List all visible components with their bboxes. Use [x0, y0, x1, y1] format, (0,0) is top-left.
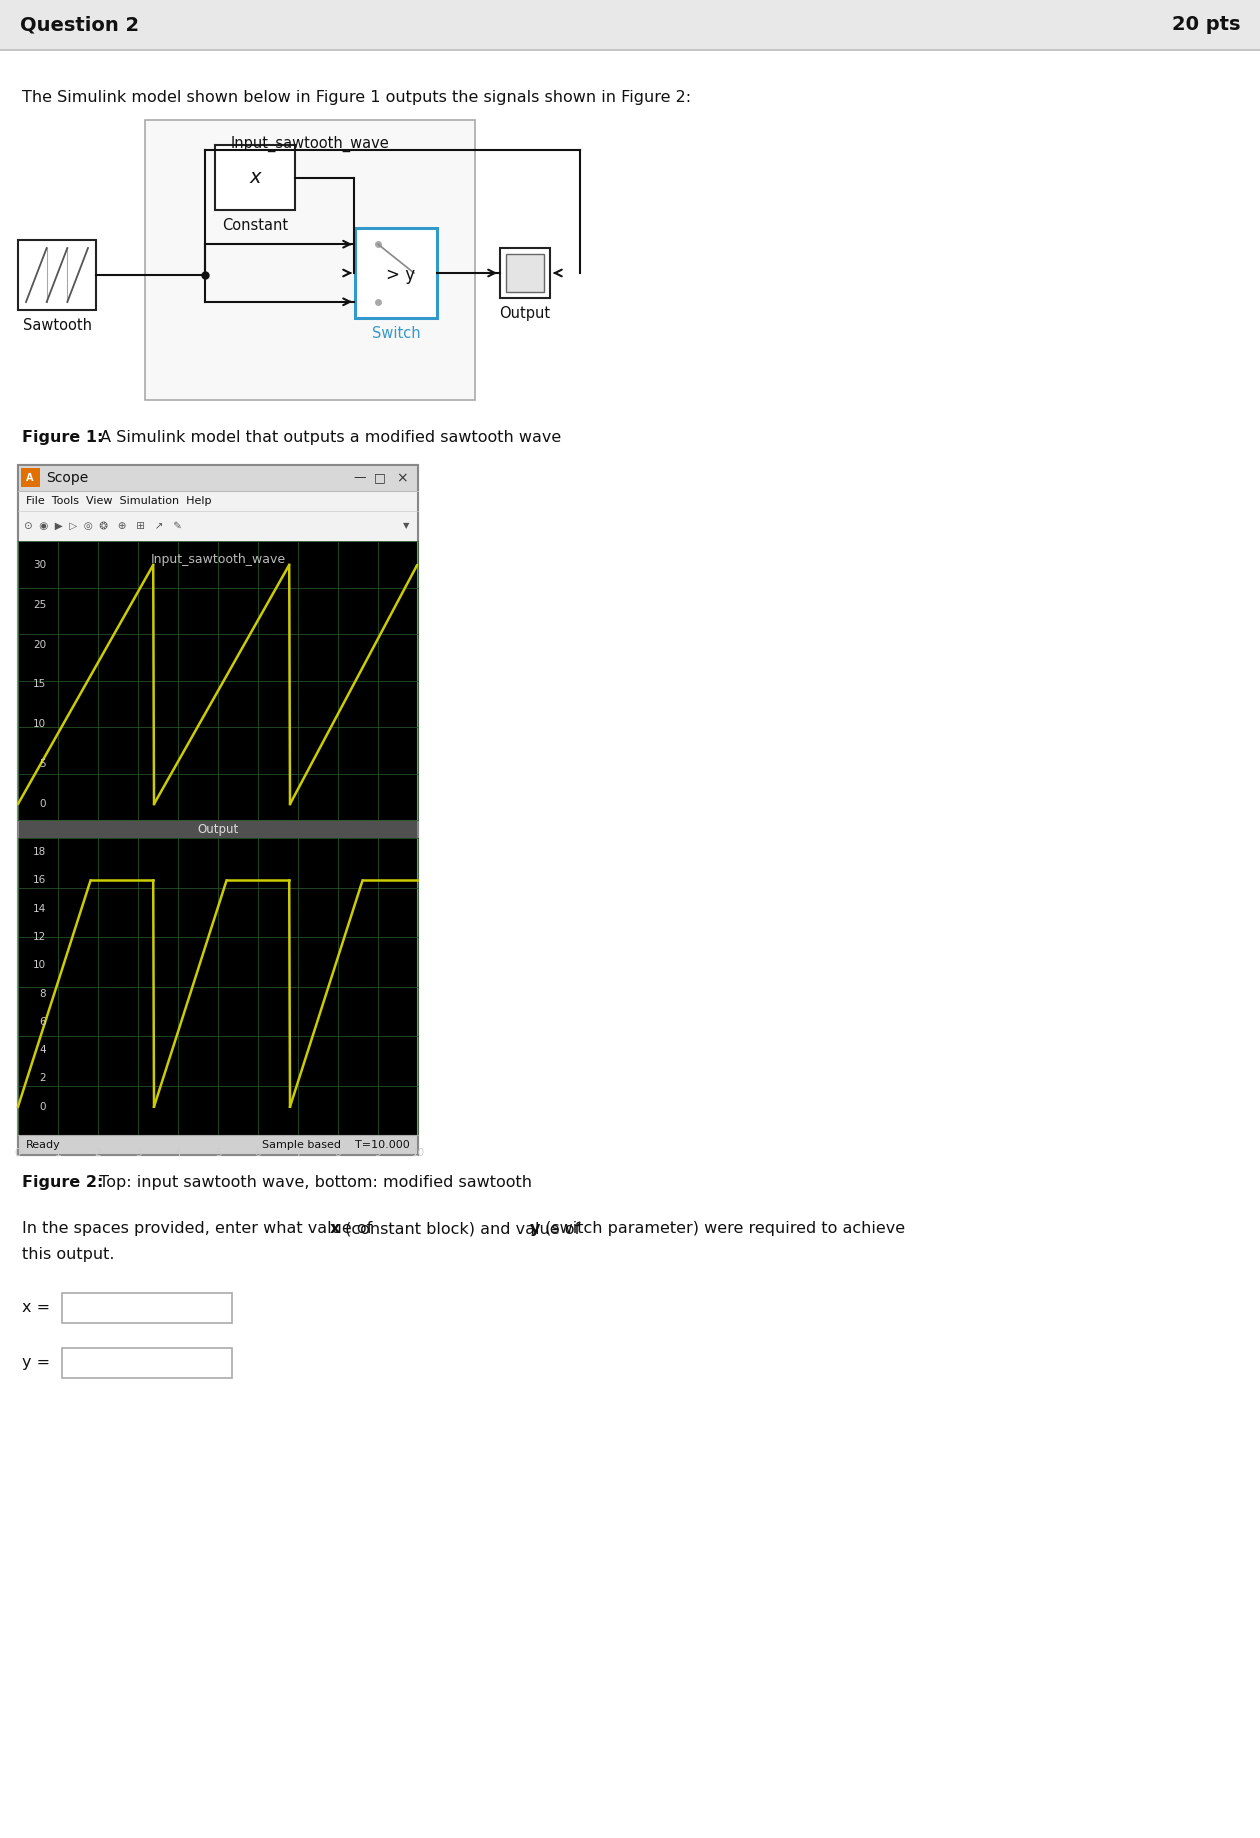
Text: this output.: this output. — [21, 1246, 115, 1263]
Text: 8: 8 — [335, 1149, 341, 1158]
Text: y: y — [530, 1220, 541, 1235]
Text: 15: 15 — [33, 680, 47, 689]
Text: Ready: Ready — [26, 1140, 60, 1151]
Text: 2: 2 — [94, 1149, 101, 1158]
Text: 9: 9 — [374, 1149, 382, 1158]
Bar — [0, 0, 1260, 50]
Text: y =: y = — [21, 1355, 50, 1371]
Text: Question 2: Question 2 — [20, 15, 139, 35]
Bar — [18, 491, 418, 511]
Text: 20 pts: 20 pts — [1172, 15, 1240, 35]
Text: > y: > y — [387, 267, 416, 285]
Text: 8: 8 — [39, 989, 47, 998]
Text: 18: 18 — [33, 847, 47, 857]
Text: 4: 4 — [175, 1149, 181, 1158]
Text: Top: input sawtooth wave, bottom: modified sawtooth: Top: input sawtooth wave, bottom: modifi… — [94, 1174, 532, 1189]
Text: Sawtooth: Sawtooth — [23, 318, 92, 333]
Bar — [355, 228, 437, 318]
Text: ▼: ▼ — [403, 522, 410, 531]
Text: 3: 3 — [135, 1149, 141, 1158]
Text: 4: 4 — [39, 1046, 47, 1055]
Text: Output: Output — [198, 822, 238, 836]
Text: 0: 0 — [15, 1149, 21, 1158]
Text: In the spaces provided, enter what value of: In the spaces provided, enter what value… — [21, 1220, 378, 1235]
Bar — [62, 1292, 232, 1323]
Bar — [18, 838, 418, 1136]
Text: 20: 20 — [33, 640, 47, 649]
Text: Output: Output — [499, 305, 551, 322]
Text: Sample based    T=10.000: Sample based T=10.000 — [262, 1140, 410, 1151]
Text: ⊙  ◉  ▶  ▷  ◎  ❂   ⊕   ⊞   ↗   ✎: ⊙ ◉ ▶ ▷ ◎ ❂ ⊕ ⊞ ↗ ✎ — [24, 520, 181, 531]
Text: 30: 30 — [33, 561, 47, 570]
Text: A: A — [26, 472, 34, 483]
Bar — [21, 469, 40, 487]
Text: 5: 5 — [214, 1149, 222, 1158]
Text: Switch: Switch — [372, 325, 421, 342]
Text: Constant: Constant — [222, 219, 289, 233]
Text: □: □ — [374, 472, 386, 485]
Text: 0: 0 — [39, 1101, 47, 1112]
Bar — [500, 248, 551, 298]
Text: Scope: Scope — [47, 471, 88, 485]
Text: 5: 5 — [39, 759, 47, 768]
Text: x =: x = — [21, 1301, 50, 1316]
Text: 10: 10 — [33, 719, 47, 730]
Text: 2: 2 — [39, 1073, 47, 1083]
Text: x: x — [249, 167, 261, 187]
Bar — [18, 820, 418, 838]
Bar — [18, 1136, 418, 1154]
Bar — [18, 511, 418, 540]
Text: 10: 10 — [33, 959, 47, 970]
Text: (switch parameter) were required to achieve: (switch parameter) were required to achi… — [541, 1220, 905, 1235]
Text: 6: 6 — [255, 1149, 261, 1158]
Text: 6: 6 — [39, 1016, 47, 1027]
Text: x: x — [330, 1220, 340, 1235]
Text: ×: × — [396, 471, 408, 485]
Bar — [215, 145, 295, 210]
Bar — [62, 1347, 232, 1378]
Text: 10: 10 — [412, 1149, 425, 1158]
Bar — [18, 241, 96, 311]
Text: 14: 14 — [33, 904, 47, 913]
Bar — [18, 465, 418, 1154]
Text: 1: 1 — [54, 1149, 62, 1158]
Text: —: — — [354, 472, 367, 485]
Text: (constant block) and value of: (constant block) and value of — [340, 1220, 585, 1235]
Text: 0: 0 — [39, 800, 47, 809]
Text: Figure 2:: Figure 2: — [21, 1174, 103, 1189]
Bar — [145, 119, 475, 401]
Text: 7: 7 — [295, 1149, 301, 1158]
Text: The Simulink model shown below in Figure 1 outputs the signals shown in Figure 2: The Simulink model shown below in Figure… — [21, 90, 692, 105]
Text: Input_sawtooth_wave: Input_sawtooth_wave — [231, 136, 389, 153]
Text: 16: 16 — [33, 875, 47, 886]
Text: A Simulink model that outputs a modified sawtooth wave: A Simulink model that outputs a modified… — [94, 430, 561, 445]
Text: File  Tools  View  Simulation  Help: File Tools View Simulation Help — [26, 496, 212, 505]
Text: 25: 25 — [33, 599, 47, 610]
Bar — [18, 540, 418, 820]
Text: Input_sawtooth_wave: Input_sawtooth_wave — [150, 553, 286, 566]
Bar — [507, 254, 544, 292]
Bar — [18, 465, 418, 491]
Text: 12: 12 — [33, 932, 47, 943]
Bar — [18, 465, 418, 1154]
Text: Figure 1:: Figure 1: — [21, 430, 103, 445]
